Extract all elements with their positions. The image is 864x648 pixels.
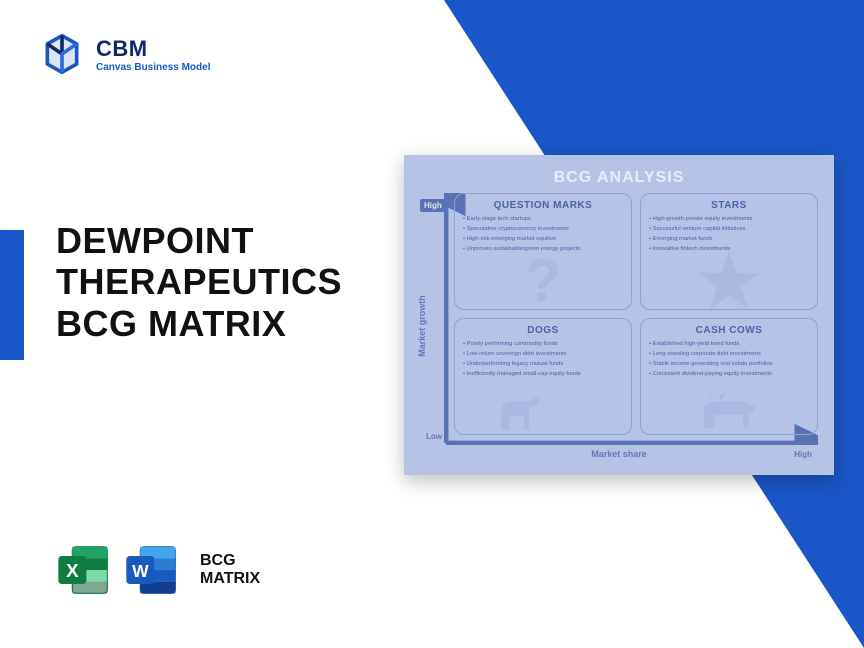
card-title: BCG ANALYSIS xyxy=(418,169,820,187)
word-icon: W xyxy=(124,542,180,598)
cbm-logo-icon xyxy=(40,32,84,76)
y-axis-high-label: High xyxy=(420,199,446,212)
quadrant-title: QUESTION MARKS xyxy=(463,200,623,211)
list-item: Emerging market funds xyxy=(649,234,809,244)
x-axis-label: Market share xyxy=(591,449,647,459)
list-item: High-growth private equity investments xyxy=(649,214,809,224)
bcg-matrix-label: BCG MATRIX xyxy=(200,552,260,589)
list-item: Consistent dividend-paying equity invest… xyxy=(649,369,809,379)
bcg-analysis-card: BCG ANALYSIS High Market growth Low Mark… xyxy=(404,155,834,475)
logo-subtitle: Canvas Business Model xyxy=(96,62,210,73)
list-item: High-risk emerging market equities xyxy=(463,234,623,244)
footer: X W BCG MATRIX xyxy=(56,542,260,598)
list-item: Poorly performing commodity funds xyxy=(463,339,623,349)
list-item: Low-return sovereign debt investments xyxy=(463,349,623,359)
question-mark-icon: ? xyxy=(525,246,562,310)
footer-label-line-1: BCG xyxy=(200,552,260,570)
quadrant-items: Poorly performing commodity funds Low-re… xyxy=(463,339,623,380)
list-item: Stable income-generating real estate por… xyxy=(649,359,809,369)
accent-bar xyxy=(0,230,24,360)
quadrant-stars: STARS High-growth private equity investm… xyxy=(640,193,818,310)
y-axis-low-label: Low xyxy=(426,432,442,441)
logo-text: CBM Canvas Business Model xyxy=(96,36,210,73)
quadrant-title: DOGS xyxy=(463,325,623,336)
quadrant-title: CASH COWS xyxy=(649,325,809,336)
title-line-2: THERAPEUTICS xyxy=(56,261,342,302)
list-item: Underperforming legacy mutual funds xyxy=(463,359,623,369)
list-item: Early-stage tech startups xyxy=(463,214,623,224)
list-item: Inefficiently managed small-cap equity f… xyxy=(463,369,623,379)
quadrant-question-marks: QUESTION MARKS Early-stage tech startups… xyxy=(454,193,632,310)
list-item: Long-standing corporate debt investments xyxy=(649,349,809,359)
x-axis-high-label: High xyxy=(794,450,812,459)
footer-label-line-2: MATRIX xyxy=(200,570,260,588)
svg-text:X: X xyxy=(66,560,79,581)
list-item: Established high-yield bond funds xyxy=(649,339,809,349)
header: CBM Canvas Business Model xyxy=(40,32,210,76)
chart-area: High Market growth Low Market share High… xyxy=(418,193,820,459)
list-item: Speculative cryptocurrency investments xyxy=(463,224,623,234)
quadrant-items: Early-stage tech startups Speculative cr… xyxy=(463,214,623,255)
page-title: DEWPOINT THERAPEUTICS BCG MATRIX xyxy=(56,220,342,344)
y-axis-label: Market growth xyxy=(417,295,427,357)
quadrant-items: Established high-yield bond funds Long-s… xyxy=(649,339,809,380)
title-line-1: DEWPOINT xyxy=(56,220,342,261)
excel-icon: X xyxy=(56,542,112,598)
quadrant-title: STARS xyxy=(649,200,809,211)
list-item: Successful venture capital initiatives xyxy=(649,224,809,234)
quadrant-dogs: DOGS Poorly performing commodity funds L… xyxy=(454,318,632,435)
quadrant-cash-cows: CASH COWS Established high-yield bond fu… xyxy=(640,318,818,435)
quadrant-grid: QUESTION MARKS Early-stage tech startups… xyxy=(454,193,818,435)
svg-text:W: W xyxy=(132,561,149,581)
cow-icon xyxy=(694,386,764,435)
dog-icon xyxy=(490,382,546,435)
list-item: Innovative fintech investments xyxy=(649,244,809,254)
quadrant-items: High-growth private equity investments S… xyxy=(649,214,809,255)
logo-title: CBM xyxy=(96,36,210,62)
title-line-3: BCG MATRIX xyxy=(56,303,342,344)
list-item: Unproven sustainable/green energy projec… xyxy=(463,244,623,254)
